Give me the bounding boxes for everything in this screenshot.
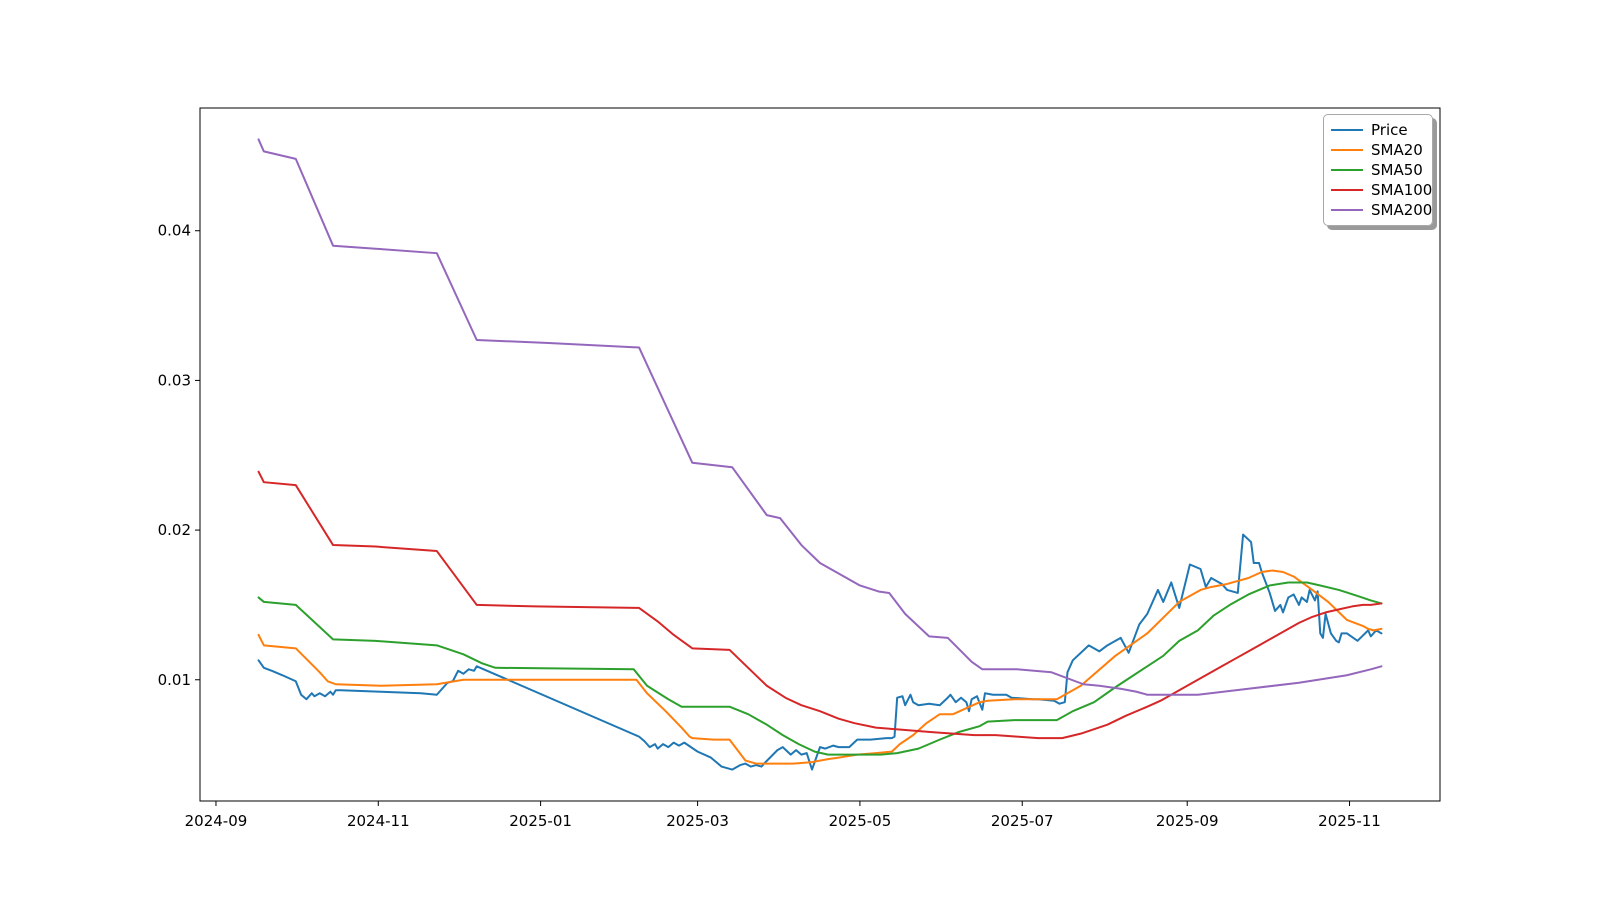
legend-line-sma200-icon	[1331, 209, 1363, 211]
axes-spines	[199, 107, 1441, 802]
series-line-sma100	[257, 470, 1383, 740]
legend-item-sma50: SMA50	[1331, 160, 1424, 180]
series-line-sma200	[257, 138, 1383, 696]
series-line-sma50	[257, 581, 1383, 756]
y-tick-label: 0.01	[158, 671, 191, 689]
legend-line-price-icon	[1331, 129, 1363, 131]
legend-item-price: Price	[1331, 120, 1424, 140]
legend-item-sma20: SMA20	[1331, 140, 1424, 160]
legend-label-sma100: SMA100	[1371, 181, 1433, 199]
legend-item-sma200: SMA200	[1331, 200, 1432, 220]
legend-line-sma50-icon	[1331, 169, 1363, 171]
legend-line-sma100-icon	[1331, 189, 1363, 191]
legend: Price SMA20 SMA50 SMA100 SMA200	[1323, 114, 1433, 226]
y-tick-label: 0.04	[158, 222, 191, 240]
x-tick-label: 2025-05	[829, 812, 892, 830]
x-tick-label: 2025-09	[1156, 812, 1219, 830]
legend-label-sma50: SMA50	[1371, 161, 1423, 179]
legend-line-sma20-icon	[1331, 149, 1363, 151]
legend-item-sma100: SMA100	[1331, 180, 1432, 200]
y-tick-label: 0.03	[158, 371, 191, 389]
x-tick-label: 2025-03	[666, 812, 729, 830]
legend-label-sma20: SMA20	[1371, 141, 1423, 159]
x-tick-label: 2024-11	[347, 812, 410, 830]
legend-label-sma200: SMA200	[1371, 201, 1433, 219]
x-tick-label: 2024-09	[185, 812, 248, 830]
legend-label-price: Price	[1371, 121, 1408, 139]
y-tick-label: 0.02	[158, 521, 191, 539]
x-tick-label: 2025-07	[991, 812, 1054, 830]
series-line-price	[257, 533, 1383, 771]
x-tick-label: 2025-01	[509, 812, 572, 830]
series-line-sma20	[257, 569, 1383, 765]
x-tick-label: 2025-11	[1318, 812, 1381, 830]
